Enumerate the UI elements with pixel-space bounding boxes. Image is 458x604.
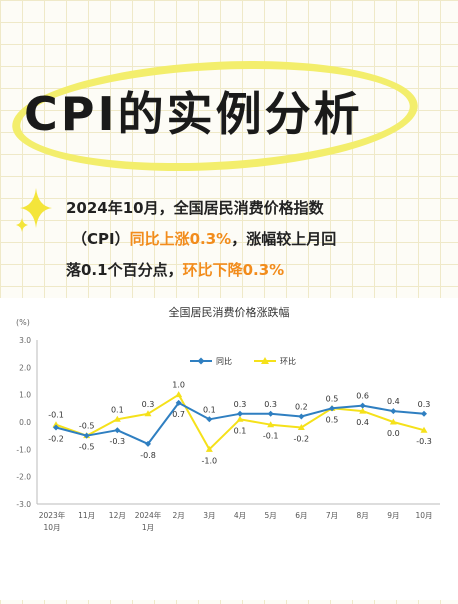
chart-card: 全国居民消费价格涨跌幅 (%) 3.0 2.0 1.0 0.0 -1.0 -2.0 -3.0… — [0, 298, 458, 600]
legend-entry-label: 环比 — [280, 356, 296, 366]
data-point-yoy — [298, 413, 305, 420]
data-point-mom — [389, 418, 397, 425]
data-point-yoy — [267, 410, 274, 417]
data-point-mom — [175, 391, 183, 398]
data-label-yoy: 0.3 — [418, 400, 431, 409]
y-tick-label: 0.0 — [19, 418, 31, 427]
data-point-yoy — [175, 399, 182, 406]
data-label-yoy: 0.3 — [234, 400, 247, 409]
data-point-mom — [420, 426, 428, 433]
data-label-mom: 0.0 — [387, 429, 400, 438]
intro-text: （CPI） — [72, 230, 130, 248]
x-tick-label: 9月 — [387, 511, 399, 520]
x-tick-label: 11月 — [78, 511, 95, 520]
data-label-mom: 0.1 — [111, 405, 124, 414]
legend-swatch-marker — [261, 357, 269, 364]
intro-text: ，涨幅较上月回 — [231, 230, 337, 248]
x-tick-label: 5月 — [265, 511, 277, 520]
x-tick-label: 12月 — [109, 511, 126, 520]
sparkle-icon — [16, 188, 52, 232]
data-label-yoy: -0.8 — [140, 451, 156, 460]
legend: 同比 环比 — [190, 356, 296, 366]
x-tick-label: 2024年 — [135, 510, 162, 520]
x-tick-label-sub: 1月 — [142, 523, 154, 532]
y-tick-label: -1.0 — [16, 445, 31, 454]
legend-entry-label: 同比 — [216, 356, 232, 366]
x-tick-labels: 2023年 10月 11月 12月 2024年 1月 2月 3月 4月 5月 6月 7月 8月 9月 10月 — [39, 510, 433, 532]
data-label-mom: 0.1 — [234, 426, 247, 435]
intro-text: 2024年10月，全国居民消费价格指数 — [66, 199, 324, 217]
intro-text: 落0.1个百分点， — [66, 261, 183, 279]
data-label-yoy: 0.1 — [203, 405, 216, 414]
data-label-yoy: 0.7 — [172, 410, 185, 419]
data-point-mom — [267, 421, 275, 428]
data-label-yoy: -0.3 — [110, 437, 126, 446]
data-label-yoy: -0.2 — [48, 434, 64, 443]
data-point-yoy — [83, 432, 90, 439]
y-tick-label: 2.0 — [19, 363, 31, 372]
legend-swatch-marker — [197, 357, 205, 365]
data-label-mom: -0.3 — [416, 437, 432, 446]
data-point-mom — [144, 410, 152, 417]
intro-line-3: 落0.1个百分点，环比下降0.3% — [66, 255, 446, 286]
data-point-yoy — [114, 427, 121, 434]
y-axis-unit: (%) — [16, 318, 30, 327]
data-point-yoy — [145, 440, 151, 447]
x-tick-label: 10月 — [415, 511, 432, 520]
data-point-mom — [297, 423, 305, 430]
data-point-mom — [113, 415, 121, 422]
data-label-yoy: 0.4 — [387, 397, 400, 406]
data-label-yoy: 0.2 — [295, 403, 308, 412]
y-tick-label: -2.0 — [16, 473, 31, 482]
y-tick-label: -3.0 — [16, 500, 31, 509]
data-point-yoy — [359, 402, 366, 409]
data-point-yoy — [329, 405, 335, 412]
data-label-mom: -0.1 — [48, 411, 64, 420]
data-point-mom — [205, 445, 213, 452]
data-point-yoy — [53, 424, 59, 431]
chart-title: 全国居民消费价格涨跌幅 — [169, 305, 290, 319]
data-label-yoy: 0.6 — [356, 392, 369, 401]
intro-line-2: （CPI）同比上涨0.3%，涨幅较上月回 — [66, 224, 446, 255]
data-label-yoy: 0.3 — [264, 400, 277, 409]
x-tick-label: 2023年 — [39, 510, 66, 520]
data-point-mom — [52, 421, 60, 428]
x-tick-label: 6月 — [295, 511, 307, 520]
mom-highlight: 环比下降0.3% — [182, 261, 285, 279]
data-label-mom: 0.5 — [326, 415, 339, 424]
data-point-mom — [359, 407, 367, 414]
cpi-line-chart: 全国居民消费价格涨跌幅 (%) 3.0 2.0 1.0 0.0 -1.0 -2.0 -3.0… — [16, 305, 440, 532]
series-layer: -0.2 -0.5 -0.3 -0.8 0.7 0.1 0.3 0.3 0.2 0.5 0.6 0.4… — [48, 381, 432, 466]
data-label-yoy: -0.5 — [79, 422, 95, 431]
data-label-mom: -0.1 — [263, 432, 279, 441]
x-tick-label: 8月 — [357, 511, 369, 520]
y-tick-label: 1.0 — [19, 391, 31, 400]
data-point-yoy — [206, 416, 213, 423]
data-point-yoy — [390, 408, 397, 415]
y-tick-labels: 3.0 2.0 1.0 0.0 -1.0 -2.0 -3.0 — [16, 336, 31, 509]
intro-paragraph: 2024年10月，全国居民消费价格指数 （CPI）同比上涨0.3%，涨幅较上月回… — [66, 193, 446, 286]
data-point-mom — [236, 415, 244, 422]
x-tick-label: 7月 — [326, 511, 338, 520]
yoy-highlight: 同比上涨0.3% — [129, 230, 232, 248]
data-point-yoy — [237, 410, 243, 417]
page-title: CPI的实例分析 — [24, 87, 363, 141]
data-label-mom: 1.0 — [172, 381, 185, 390]
data-point-yoy — [421, 410, 427, 417]
x-tick-label: 4月 — [234, 511, 246, 520]
data-label-yoy: 0.5 — [326, 394, 339, 403]
x-tick-label: 2月 — [173, 511, 185, 520]
title-banner: CPI的实例分析 — [0, 38, 458, 181]
data-label-mom: -1.0 — [202, 456, 218, 465]
data-label-mom: -0.2 — [294, 434, 310, 443]
data-label-mom: 0.3 — [142, 400, 155, 409]
intro-line-1: 2024年10月，全国居民消费价格指数 — [66, 193, 446, 224]
x-tick-label-sub: 10月 — [43, 523, 60, 532]
y-tick-label: 3.0 — [19, 336, 31, 345]
data-label-mom: -0.5 — [79, 443, 95, 452]
data-label-mom: 0.4 — [356, 418, 369, 427]
x-tick-label: 3月 — [203, 511, 215, 520]
